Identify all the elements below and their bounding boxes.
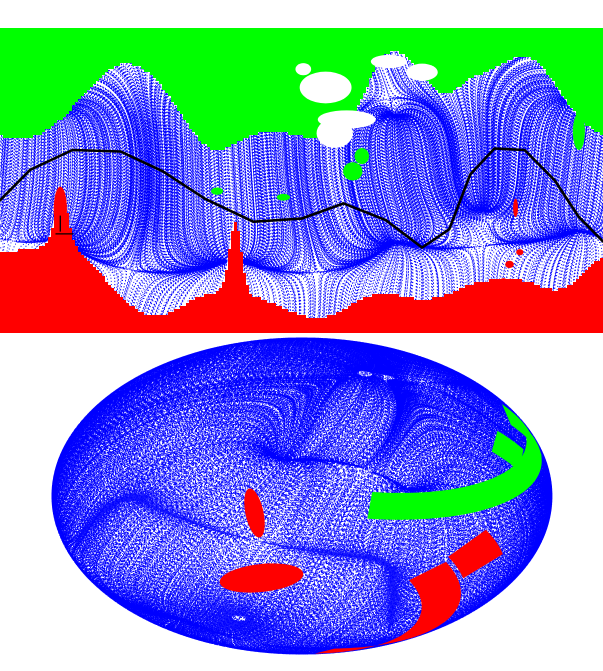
- panel-cylindrical-projection: [0, 0, 603, 340]
- spherical-projection-canvas: [0, 336, 603, 671]
- panel-spherical-projection: [0, 336, 603, 671]
- cylindrical-projection-canvas: [0, 0, 603, 340]
